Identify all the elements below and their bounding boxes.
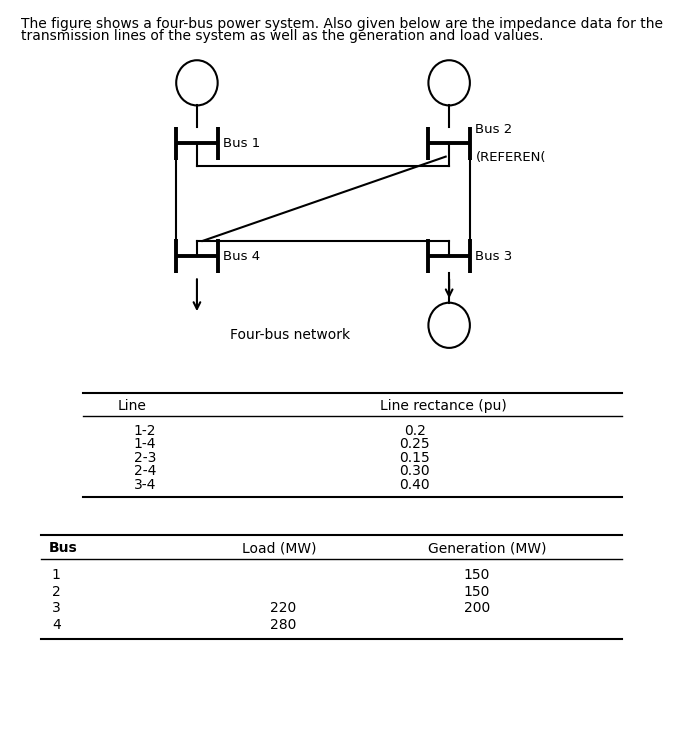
Text: 200: 200 (464, 602, 490, 615)
Text: Line rectance (pu): Line rectance (pu) (380, 399, 507, 413)
Text: 2-4: 2-4 (134, 465, 156, 478)
Text: 1-4: 1-4 (134, 437, 156, 451)
Text: Bus 3: Bus 3 (475, 249, 513, 263)
Text: Bus 1: Bus 1 (223, 136, 261, 150)
Text: 280: 280 (270, 618, 296, 632)
Text: Four-bus network: Four-bus network (230, 328, 350, 342)
Text: Line: Line (117, 399, 146, 413)
Text: Bus 2: Bus 2 (475, 123, 513, 136)
Text: 220: 220 (270, 602, 296, 615)
Text: Bus: Bus (48, 541, 77, 555)
Text: 1-2: 1-2 (134, 424, 156, 437)
Text: Load (MW): Load (MW) (242, 541, 316, 555)
Text: 0.25: 0.25 (399, 437, 430, 451)
Text: 0.15: 0.15 (399, 451, 430, 465)
Text: 2: 2 (52, 585, 61, 599)
Text: Bus 4: Bus 4 (223, 249, 261, 263)
Text: 3-4: 3-4 (134, 478, 156, 492)
Text: Generation (MW): Generation (MW) (428, 541, 547, 555)
Text: 4: 4 (52, 618, 61, 632)
Text: transmission lines of the system as well as the generation and load values.: transmission lines of the system as well… (21, 29, 543, 44)
Text: 0.30: 0.30 (399, 465, 430, 478)
Text: The figure shows a four-bus power system. Also given below are the impedance dat: The figure shows a four-bus power system… (21, 17, 663, 31)
Text: (REFEREN(: (REFEREN( (475, 151, 546, 163)
Text: 150: 150 (464, 585, 490, 599)
Text: 2-3: 2-3 (134, 451, 156, 465)
Text: 0.2: 0.2 (404, 424, 426, 437)
Text: 0.40: 0.40 (399, 478, 430, 492)
Text: 1: 1 (52, 569, 61, 582)
Text: 3: 3 (52, 602, 61, 615)
Text: 150: 150 (464, 569, 490, 582)
